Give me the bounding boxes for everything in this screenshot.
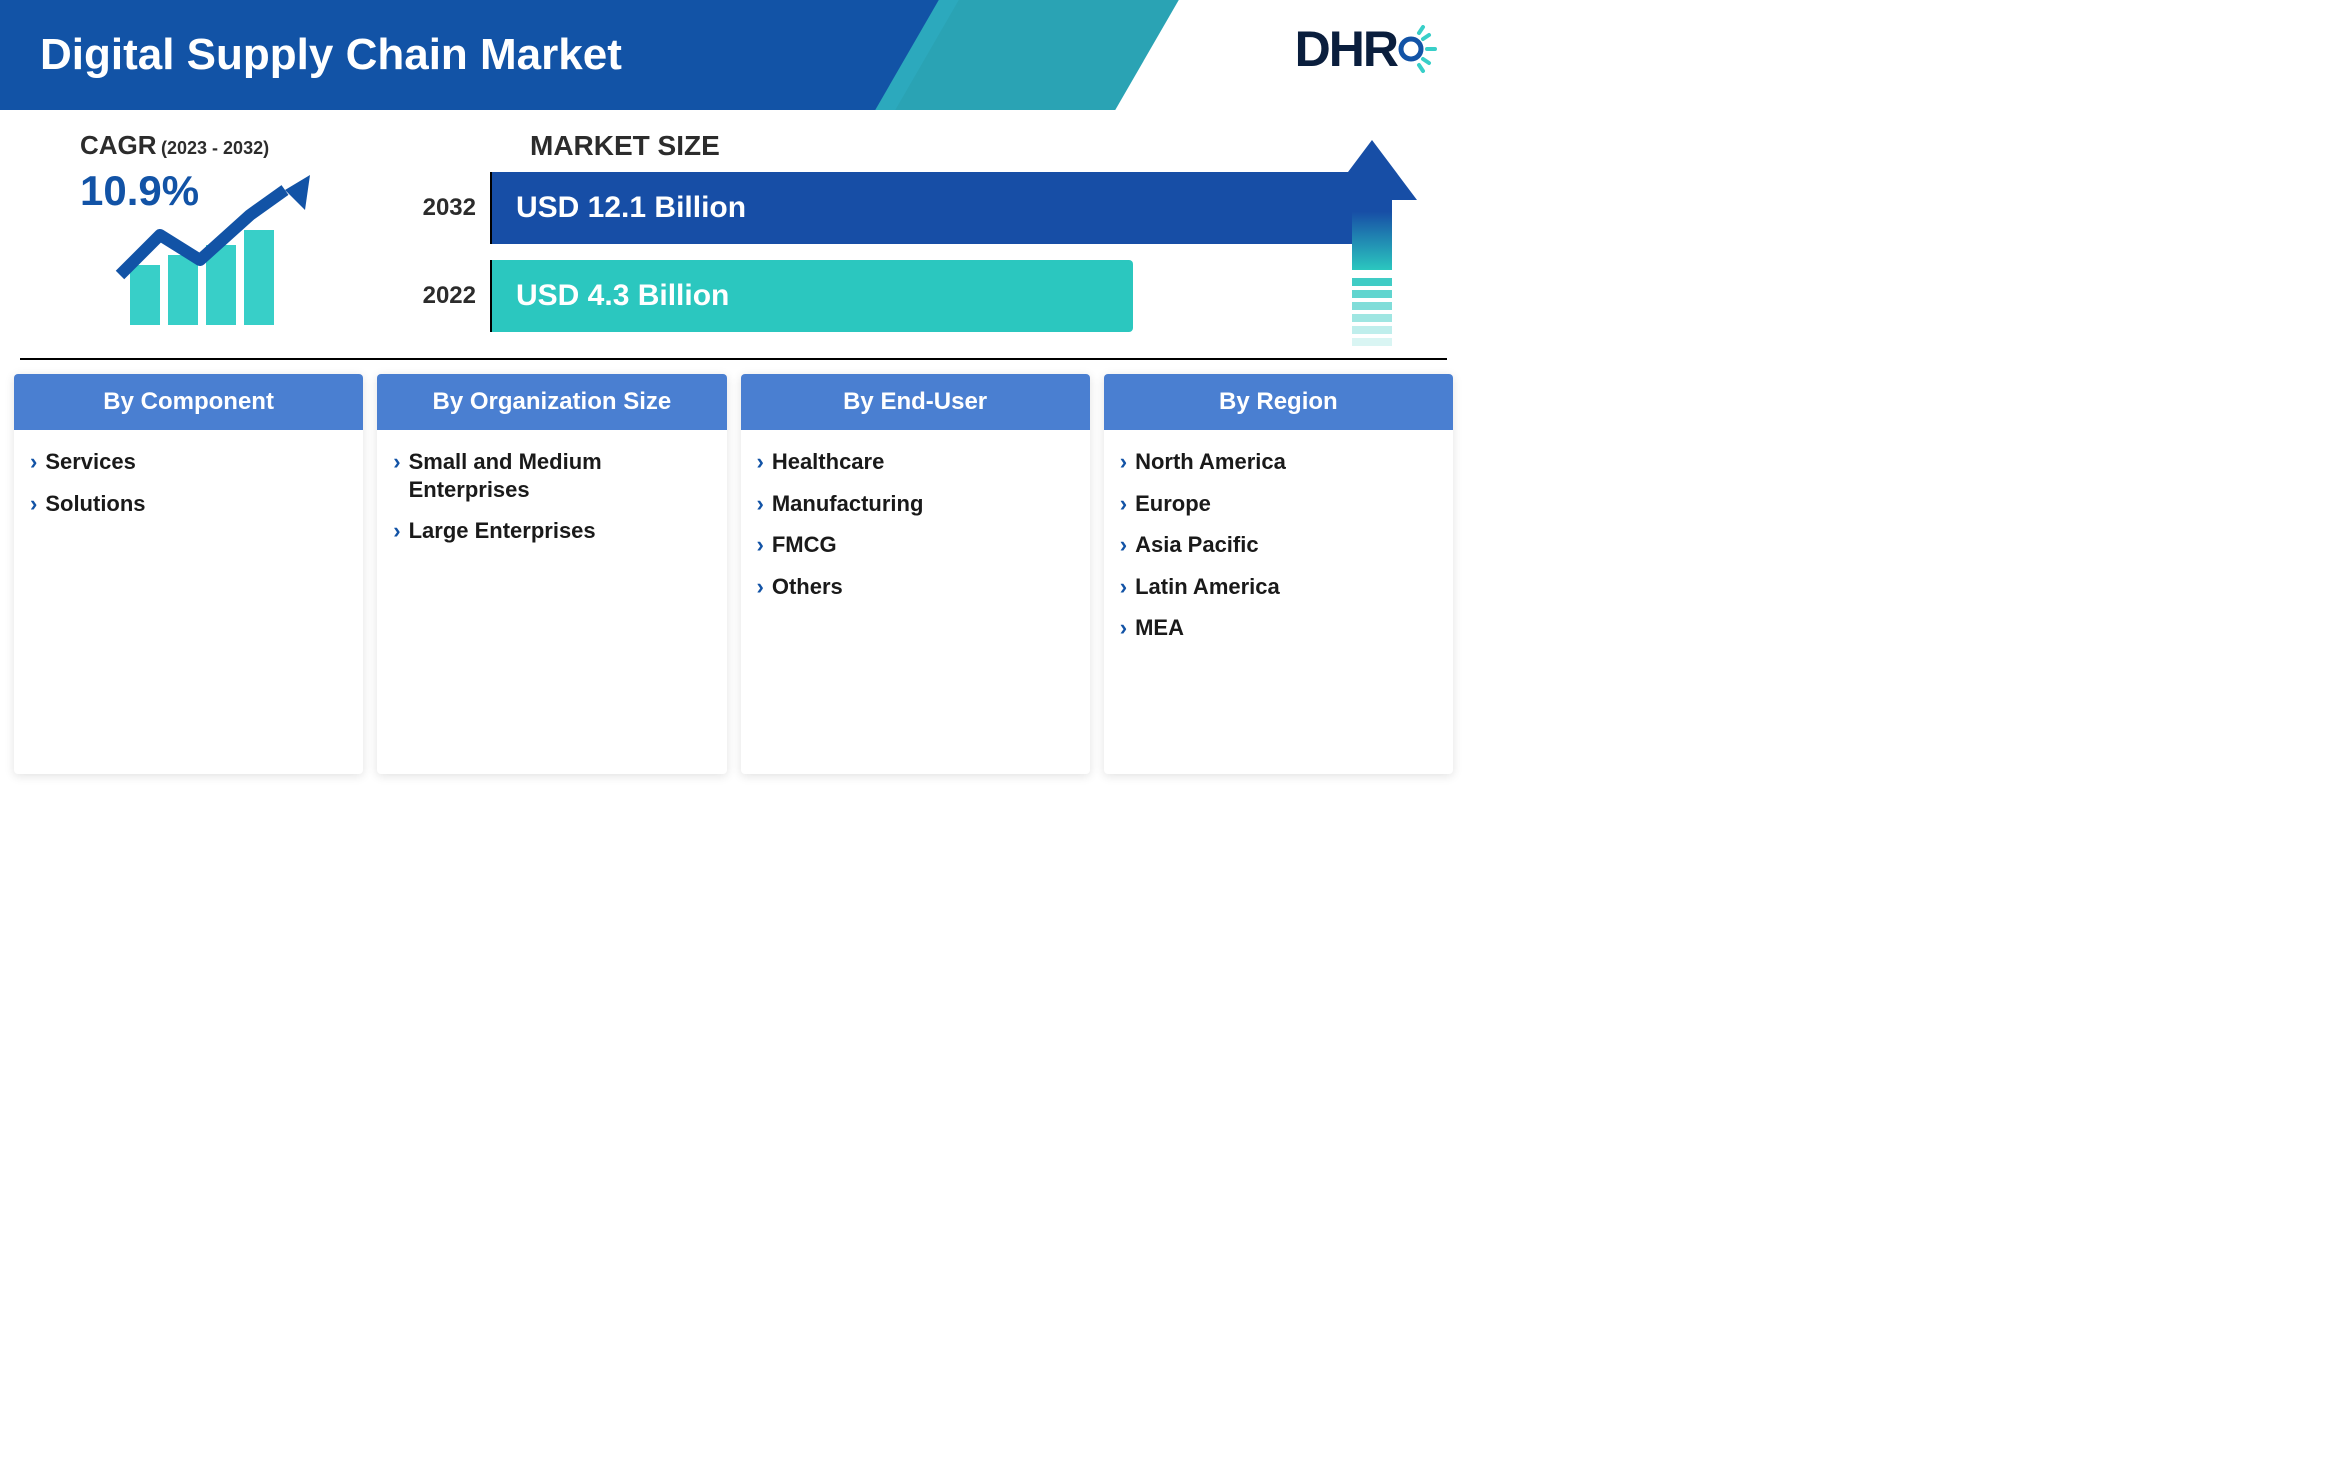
cagr-range: (2023 - 2032) [161,138,269,158]
list-item: › MEA [1120,614,1437,642]
list-item: › Large Enterprises [393,517,710,545]
list-item-label: Others [772,573,843,601]
bar-year-label: 2032 [410,194,490,222]
list-item: › Others [757,573,1074,601]
segment-list: › Healthcare › Manufacturing › FMCG › Others [741,430,1090,632]
list-item-label: Asia Pacific [1135,531,1259,559]
list-item: › Europe [1120,490,1437,518]
segments-section: By Component›Services›SolutionsBy Organi… [0,360,1467,788]
list-item-label: FMCG [772,531,837,559]
segment-card: By End-User › Healthcare › Manufacturing › FMC… [741,374,1090,774]
chevron-right-icon: › [757,490,764,518]
list-item: › Latin America [1120,573,1437,601]
bar-track: USD 4.3 Billion [490,260,1407,332]
chevron-right-icon: › [30,448,37,476]
market-size-title: MARKET SIZE [410,130,1407,162]
list-item-label: Services [45,448,136,476]
chevron-right-icon: › [757,531,764,559]
list-item-label: Small and Medium Enterprises [409,448,711,503]
segment-card: By Component › Services › Solutions [14,374,363,774]
list-item-label: Large Enterprises [409,517,596,545]
list-item: › Healthcare [757,448,1074,476]
infographic-header: Digital Supply Chain Market DHR [0,0,1467,110]
bar-year-label: 2022 [410,282,490,310]
segment-header: By End-User [741,374,1090,430]
page-title: Digital Supply Chain Market [40,30,622,80]
bar-track: USD 12.1 Billion [490,172,1407,244]
chevron-right-icon: › [393,448,400,476]
bar-row: 2032USD 12.1 Billion [410,172,1407,244]
segment-header: By Organization Size [377,374,726,430]
list-item-label: Europe [1135,490,1211,518]
bar-row: 2022USD 4.3 Billion [410,260,1407,332]
list-item: › Small and Medium Enterprises [393,448,710,503]
chevron-right-icon: › [30,490,37,518]
chevron-right-icon: › [757,573,764,601]
growth-chart-icon [110,175,330,325]
brand-logo: DHR [1295,20,1437,78]
segment-header: By Region [1104,374,1453,430]
chevron-right-icon: › [1120,448,1127,476]
segment-list: › Services › Solutions [14,430,363,549]
cagr-block: CAGR (2023 - 2032) 10.9% [80,130,380,330]
logo-text: DHR [1295,20,1397,78]
cagr-heading: CAGR (2023 - 2032) [80,130,380,161]
chevron-right-icon: › [757,448,764,476]
metrics-section: CAGR (2023 - 2032) 10.9% MARKET SIZE 203… [20,110,1447,360]
chevron-right-icon: › [1120,531,1127,559]
list-item-label: North America [1135,448,1286,476]
arrow-up-icon [1327,140,1417,360]
list-item: › Asia Pacific [1120,531,1437,559]
chevron-right-icon: › [393,517,400,545]
gear-icon [1389,25,1437,73]
segment-list: › North America › Europe › Asia Pacific › Latin… [1104,430,1453,674]
market-size-block: MARKET SIZE 2032USD 12.1 Billion2022USD … [410,130,1407,348]
list-item-label: Manufacturing [772,490,924,518]
chevron-right-icon: › [1120,573,1127,601]
list-item-label: MEA [1135,614,1184,642]
chevron-right-icon: › [1120,490,1127,518]
list-item-label: Solutions [45,490,145,518]
list-item-label: Healthcare [772,448,885,476]
bar-fill: USD 4.3 Billion [492,260,1133,332]
chevron-right-icon: › [1120,614,1127,642]
list-item: › North America [1120,448,1437,476]
segment-header: By Component [14,374,363,430]
list-item: › FMCG [757,531,1074,559]
segment-card: By Region › North America › Europe › Asia Paci… [1104,374,1453,774]
segment-card: By Organization Size › Small and Medium En… [377,374,726,774]
bar-chart: 2032USD 12.1 Billion 2022USD 4.3 Billion [410,172,1407,332]
segment-list: › Small and Medium Enterprises › Large Ente… [377,430,726,577]
list-item: › Services [30,448,347,476]
list-item: › Solutions [30,490,347,518]
cagr-label: CAGR [80,130,157,160]
bar-fill: USD 12.1 Billion [492,172,1389,244]
list-item-label: Latin America [1135,573,1280,601]
list-item: › Manufacturing [757,490,1074,518]
